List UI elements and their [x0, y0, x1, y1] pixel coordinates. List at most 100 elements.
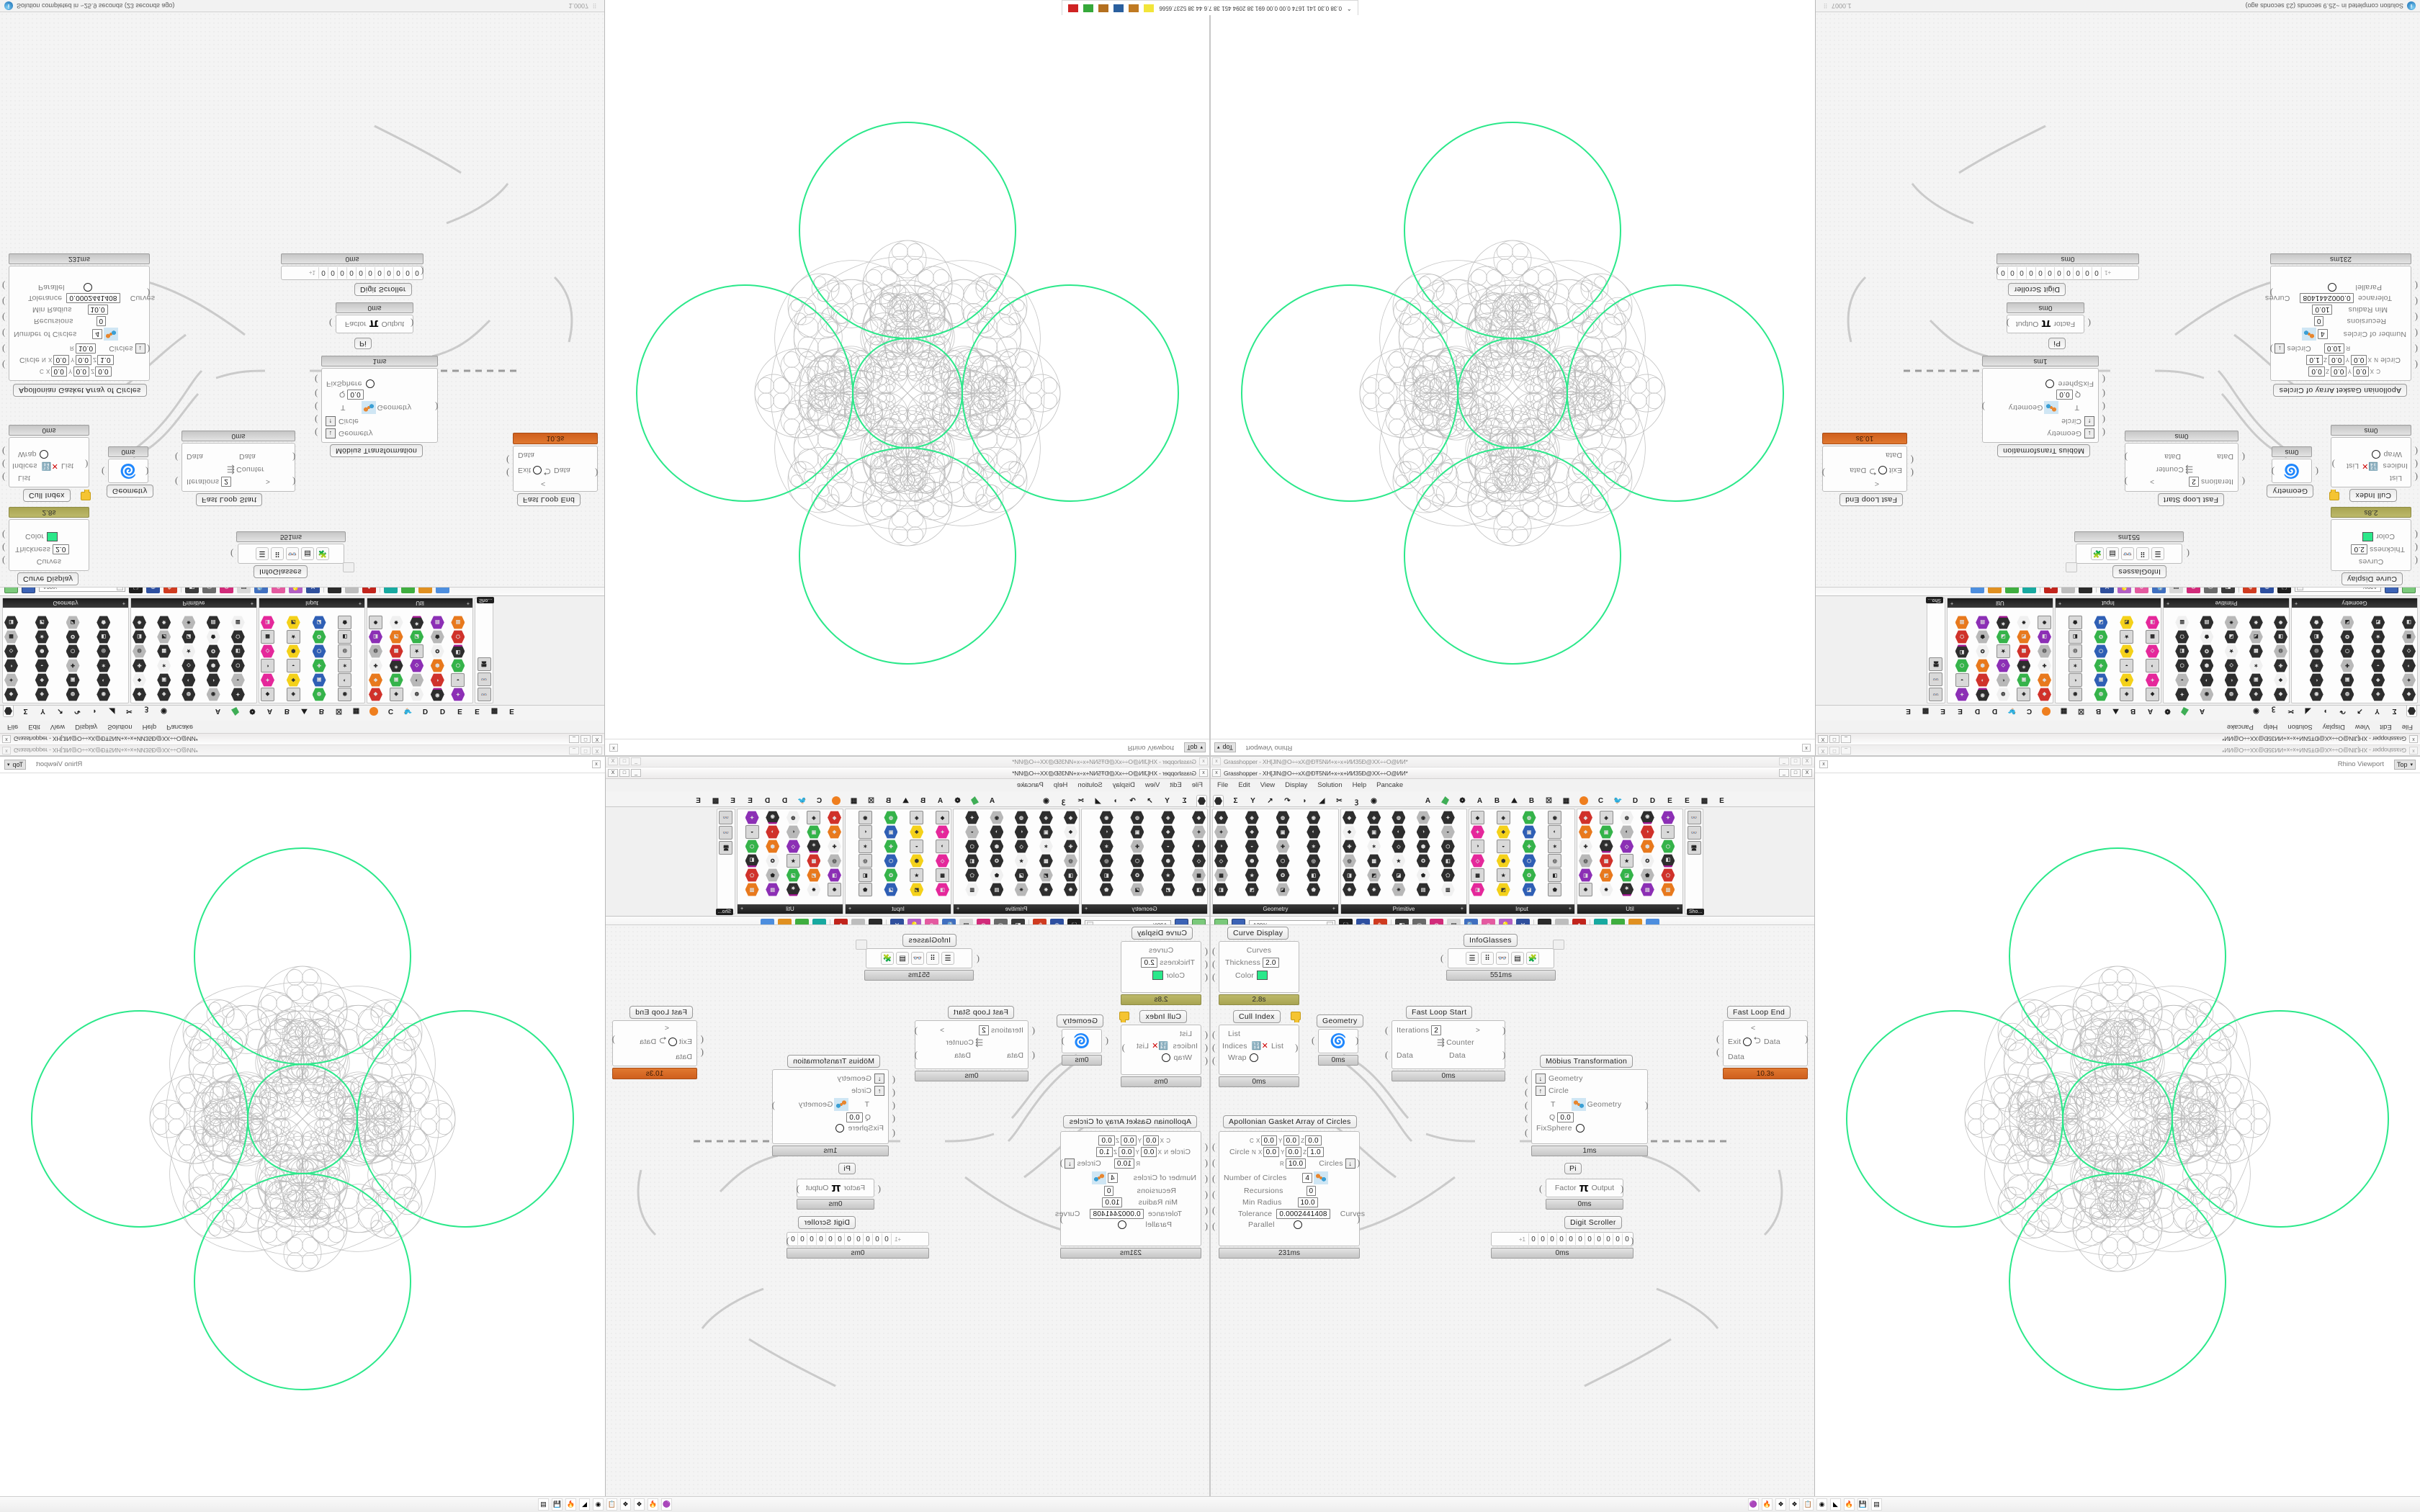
tab-sets-icon[interactable]: Y: [1250, 796, 1255, 805]
palette-component-icon[interactable]: ✚: [369, 659, 382, 672]
tab-vector-icon[interactable]: ↗: [2357, 707, 2363, 716]
minimize-button[interactable]: _: [1779, 769, 1789, 777]
apo-cy[interactable]: 0.0: [2330, 366, 2347, 377]
menu-item-solution[interactable]: Solution: [2287, 723, 2313, 731]
param-t[interactable]: T: [341, 403, 346, 412]
palette-geometry-footer[interactable]: Geometry +: [3, 598, 128, 608]
palette-component-icon[interactable]: ▤: [2200, 616, 2213, 629]
apo-p3-label[interactable]: Tolerance: [2357, 294, 2392, 302]
palette-component-icon[interactable]: ✚: [313, 659, 326, 672]
palette-component-icon[interactable]: ◐: [1015, 825, 1028, 839]
param-geometry[interactable]: Geometry: [837, 1074, 871, 1083]
palette-component-icon[interactable]: ◍: [2341, 688, 2354, 701]
menu-item-file[interactable]: File: [1191, 781, 1203, 789]
rhino-viewport-canvas[interactable]: [1815, 773, 2420, 1512]
node-cull-index-body[interactable]: List Indices 🔢✕ List Wrap: [2331, 437, 2411, 487]
apo-cx[interactable]: 0.0: [50, 366, 68, 377]
palette-component-icon[interactable]: ⬟: [2200, 630, 2213, 644]
palette-component-icon[interactable]: ⬡: [965, 840, 979, 853]
palette-component-icon[interactable]: ◧: [965, 854, 979, 868]
tab-mesh-icon[interactable]: ◢: [1095, 796, 1101, 805]
close-button[interactable]: X: [1818, 747, 1828, 755]
palette-component-icon[interactable]: ⬡: [1131, 854, 1144, 868]
palette-component-icon[interactable]: ◑: [2146, 659, 2159, 672]
param-indices[interactable]: Indices: [2383, 462, 2408, 471]
circles-down-arrow[interactable]: ↓: [2275, 343, 2285, 354]
palette-component-icon[interactable]: ✚: [133, 659, 146, 672]
param-t[interactable]: T: [2074, 403, 2079, 412]
palette-component-icon[interactable]: ✪: [431, 644, 444, 658]
palette-component-icon[interactable]: ◪: [313, 616, 326, 629]
apo-cy[interactable]: 0.0: [73, 366, 90, 377]
palette-component-icon[interactable]: ◍: [410, 688, 424, 701]
palette-component-icon[interactable]: ◑: [2200, 673, 2213, 687]
palette-component-icon[interactable]: ◆: [828, 811, 841, 824]
palette-component-icon[interactable]: ◇: [1015, 840, 1028, 853]
palette-component-icon[interactable]: ✚: [884, 840, 898, 853]
palette-component-icon[interactable]: ⬢: [2371, 644, 2385, 658]
tab-vector-icon[interactable]: ↗: [1147, 796, 1153, 805]
apo-cz[interactable]: 0.0: [95, 366, 112, 377]
palette-component-icon[interactable]: ◐: [410, 673, 424, 687]
digit-cell[interactable]: 0: [1556, 1233, 1566, 1245]
digit-cell[interactable]: 0: [2036, 267, 2045, 279]
palette-component-icon[interactable]: ◒: [1161, 840, 1175, 853]
digit-scroller-sign[interactable]: +1: [1518, 1236, 1525, 1243]
tab-bird-icon[interactable]: 🐦: [797, 796, 807, 805]
menu-item-edit[interactable]: Edit: [28, 723, 40, 731]
maximize-button[interactable]: □: [619, 757, 629, 765]
node-fast-loop-start-body[interactable]: Iterations 2 > ⇶ Counter Data Data: [2125, 443, 2238, 492]
taskbar-notepad-icon[interactable]: 📋: [1803, 1498, 1814, 1511]
node-info-glasses-body[interactable]: ☰ ⠿ 👓 ▤ 🧩: [2076, 544, 2182, 564]
palette-primitive-arrow[interactable]: +: [250, 600, 254, 606]
palette-component-icon[interactable]: ◇: [1996, 659, 2010, 672]
tab-surface-icon[interactable]: ◗: [1302, 796, 1307, 805]
palette-component-icon[interactable]: ✶: [2310, 659, 2323, 672]
circles-down-arrow[interactable]: ↓: [1345, 1158, 1355, 1169]
param-wrap[interactable]: Wrap: [1228, 1053, 1247, 1062]
digit-cell[interactable]: 0: [835, 1233, 845, 1245]
viewport-close-icon[interactable]: x: [592, 760, 601, 768]
digit-cell[interactable]: 0: [845, 1233, 854, 1245]
overflow-glasses2-icon[interactable]: 👓: [719, 826, 733, 840]
palette-primitive-grid[interactable]: ◆ ◈ ◍ ◉ ✦ ❖ ▣ ◐ ◑ ◒ ✚ ✶ ◇ ⬢ ⬡ ◎ ▩ ★ ✪ ◧ ◨ ◩ ◪ ⬟ ⬠ ✹ ✸ ✷ ▤ ▥: [131, 608, 256, 703]
palette-component-icon[interactable]: ⬢: [990, 840, 1003, 853]
iterations-value[interactable]: 2: [2189, 477, 2199, 487]
tab-brain-icon[interactable]: ❁: [954, 796, 961, 805]
palette-component-icon[interactable]: ◧: [1307, 868, 1321, 882]
palette-component-icon[interactable]: ◩: [2017, 630, 2030, 644]
apo-nz[interactable]: 1.0: [2306, 355, 2323, 365]
digit-cell[interactable]: 0: [807, 1233, 817, 1245]
tab-addon-d2-icon[interactable]: D: [1974, 707, 1981, 716]
palette-component-icon[interactable]: ▥: [1661, 883, 1675, 896]
apo-p2-value[interactable]: 10.0: [1102, 1197, 1123, 1207]
minimize-button[interactable]: _: [1779, 757, 1789, 765]
palette-component-icon[interactable]: ◐: [858, 825, 872, 839]
palette-util-footer[interactable]: Util +: [367, 598, 472, 608]
palette-component-icon[interactable]: ✹: [1579, 883, 1592, 896]
palette-component-icon[interactable]: ◪: [1620, 868, 1634, 882]
palette-component-icon[interactable]: ◨: [2146, 616, 2159, 629]
param-exit[interactable]: Exit: [518, 466, 532, 474]
tab-leaf-icon[interactable]: [969, 795, 980, 806]
palette-component-icon[interactable]: ◆: [133, 688, 146, 701]
palette-component-icon[interactable]: ◎: [2068, 644, 2082, 658]
palette-component-icon[interactable]: ❖: [1579, 825, 1592, 839]
apo-nx[interactable]: 0.0: [53, 355, 70, 365]
apo-p3-label[interactable]: Tolerance: [28, 294, 63, 302]
tab-addon-c-icon[interactable]: C: [1597, 796, 1604, 805]
taskbar-terminal-icon[interactable]: ▤: [1871, 1498, 1882, 1511]
apo-nz[interactable]: 1.0: [1307, 1147, 1324, 1157]
palette-component-icon[interactable]: ◍: [1276, 811, 1290, 824]
palette-component-icon[interactable]: ⬠: [965, 868, 979, 882]
tab-grid-icon[interactable]: ▦: [2060, 707, 2068, 716]
ig-glasses-icon[interactable]: 👓: [911, 952, 924, 965]
param-exit[interactable]: Exit: [1888, 466, 1902, 474]
palette-component-icon[interactable]: ★: [2120, 630, 2134, 644]
palette-component-icon[interactable]: ⬢: [1416, 840, 1430, 853]
palette-component-icon[interactable]: ◈: [1496, 811, 1510, 824]
palette-component-icon[interactable]: ◐: [1392, 825, 1406, 839]
palette-component-icon[interactable]: ✷: [182, 616, 195, 629]
param-circle[interactable]: Circle: [1549, 1086, 1569, 1095]
palette-component-icon[interactable]: ✹: [2038, 616, 2051, 629]
